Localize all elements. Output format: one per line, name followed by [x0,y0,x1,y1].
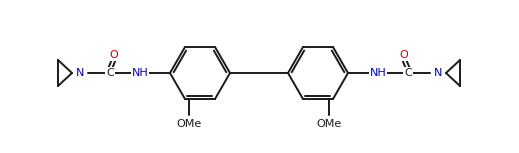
Text: N: N [76,68,84,78]
Text: N: N [434,68,442,78]
Text: O: O [110,50,118,60]
Text: NH: NH [132,68,148,78]
Text: C: C [106,68,114,78]
Text: NH: NH [370,68,386,78]
Text: OMe: OMe [317,119,342,129]
Text: C: C [404,68,412,78]
Text: O: O [400,50,408,60]
Text: OMe: OMe [176,119,201,129]
